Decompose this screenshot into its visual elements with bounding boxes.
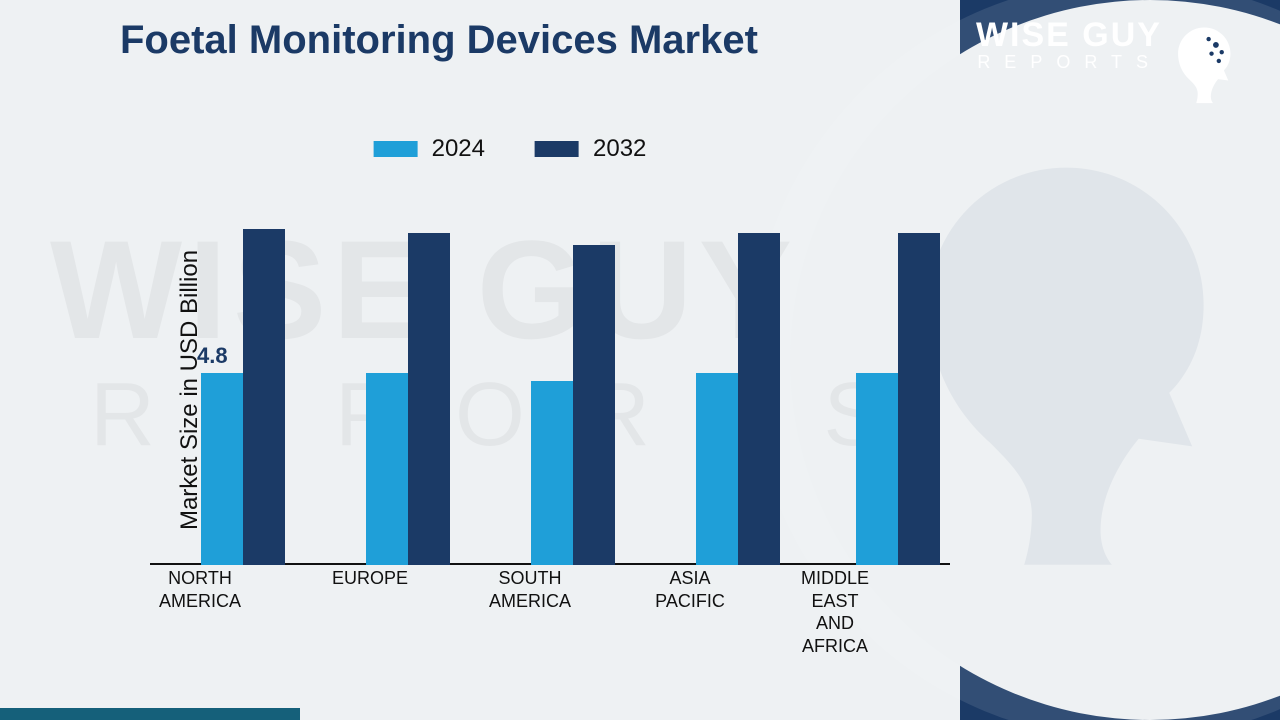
category-label: ASIAPACIFIC: [615, 567, 765, 612]
chart: Market Size in USD Billion 2024 2032 4.8…: [60, 135, 960, 645]
bar-2024: [696, 373, 738, 565]
bar-2032: [573, 245, 615, 565]
plot-area: 4.8: [150, 165, 950, 565]
legend-swatch-2032: [535, 141, 579, 157]
right-panel: [960, 0, 1280, 720]
bar-value-label: 4.8: [197, 343, 228, 369]
legend-swatch-2024: [374, 141, 418, 157]
page-title: Foetal Monitoring Devices Market: [120, 18, 758, 63]
bar-2032: [898, 233, 940, 565]
brand-block: WISE GUY REPORTS: [976, 18, 1240, 73]
footer-accent-bar: [0, 708, 300, 720]
legend: 2024 2032: [374, 135, 647, 163]
brand-top: WISE GUY: [976, 18, 1162, 52]
category-label: EUROPE: [295, 567, 445, 590]
bar-2024: [366, 373, 408, 565]
legend-label-2024: 2024: [432, 135, 485, 163]
bar-2032: [408, 233, 450, 565]
legend-label-2032: 2032: [593, 135, 646, 163]
bar-2032: [738, 233, 780, 565]
bar-2024: [856, 373, 898, 565]
bar-2024: 4.8: [201, 373, 243, 565]
brand-sub: REPORTS: [976, 52, 1162, 73]
category-label: SOUTHAMERICA: [455, 567, 605, 612]
category-label: NORTHAMERICA: [125, 567, 275, 612]
legend-item-2032: 2032: [535, 135, 646, 163]
legend-item-2024: 2024: [374, 135, 485, 163]
bar-2032: [243, 229, 285, 565]
bar-2024: [531, 381, 573, 565]
category-label: MIDDLEEASTANDAFRICA: [760, 567, 910, 657]
stage: WISE GUY REPORTS Foetal Monitoring Devic…: [0, 0, 1280, 720]
